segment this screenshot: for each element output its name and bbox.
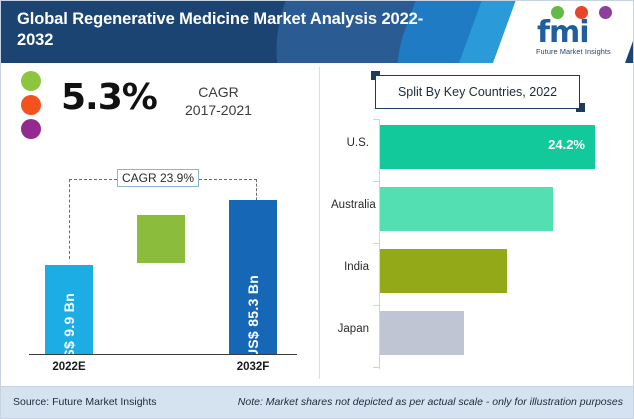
cagr-caption: CAGR 2017-2021 [185,83,252,119]
bar-label-india: India [344,261,369,273]
footer-bar: Source: Future Market Insights Note: Mar… [1,386,633,418]
header-banner: Global Regenerative Medicine Market Anal… [1,1,633,63]
bar-label-japan: Japan [337,323,369,335]
axis-tick-4 [373,367,380,368]
bar-label-us: U.S. [346,137,369,149]
column-tick-2022e: 2022E [52,361,86,373]
category-axis-line [379,119,380,369]
axis-tick-3 [373,305,380,306]
bracket-right-line [256,179,257,205]
cagr-caption-period: 2017-2021 [185,102,252,118]
bar-australia [380,187,553,231]
page-title: Global Regenerative Medicine Market Anal… [17,10,424,49]
title-corner-marker-bottom-right [576,103,585,112]
cagr-green-dot-icon [21,71,41,91]
cagr-purple-dot-icon [21,119,41,139]
column-tick-2032f: 2032F [236,361,270,373]
bar-row-india: India [331,245,629,295]
bar-row-us: U.S. 24.2% [331,121,629,171]
cagr-annotation-label: CAGR 23.9% [117,169,200,187]
column-bar-2022e-value: US$ 9.9 Bn [61,292,77,370]
bar-us: 24.2% [380,125,595,169]
column-bar-2032f-value: US$ 85.3 Bn [245,274,261,360]
green-square-decoration [137,215,185,263]
vertical-divider [319,67,320,379]
cagr-badge: 5.3% CAGR 2017-2021 [15,69,315,141]
axis-tick-2 [373,243,380,244]
logo-orange-dot-icon [575,6,588,19]
column-bar-2022e: US$ 9.9 Bn [45,265,93,369]
chart-title: Split By Key Countries, 2022 [375,75,580,109]
split-by-key-countries-bar-chart: Split By Key Countries, 2022 U.S. 24.2% … [331,71,629,379]
bar-value-us: 24.2% [548,137,585,152]
cagr-bracket-annotation: CAGR 23.9% [69,169,257,259]
cagr-dot-group [21,71,47,143]
footer-note-text: Note: Market shares not depicted as per … [237,396,623,408]
bracket-left-line [69,179,70,259]
bar-label-australia: Australia [331,199,376,211]
bar-row-japan: Japan [331,307,629,357]
fmi-logo: fmi Future Market Insights [531,6,627,58]
column-bar-2032f: US$ 85.3 Bn [229,200,277,359]
footer-source-text: Source: Future Market Insights [13,396,157,408]
market-size-column-chart: CAGR 23.9% US$ 9.9 Bn US$ 85.3 Bn 2022E … [15,169,307,379]
logo-wordmark: fmi [537,15,590,50]
axis-tick-1 [373,181,380,182]
bar-india [380,249,507,293]
logo-dot-group [549,6,625,22]
logo-green-dot-icon [551,6,564,19]
logo-caption: Future Market Insights [536,47,611,56]
bar-row-australia: Australia [331,183,629,233]
cagr-caption-label: CAGR [198,84,239,100]
logo-purple-dot-icon [599,6,612,19]
cagr-value: 5.3% [61,77,158,118]
axis-tick-0 [373,119,380,120]
column-chart-baseline [29,353,297,355]
bar-japan [380,311,464,355]
cagr-orange-dot-icon [21,95,41,115]
